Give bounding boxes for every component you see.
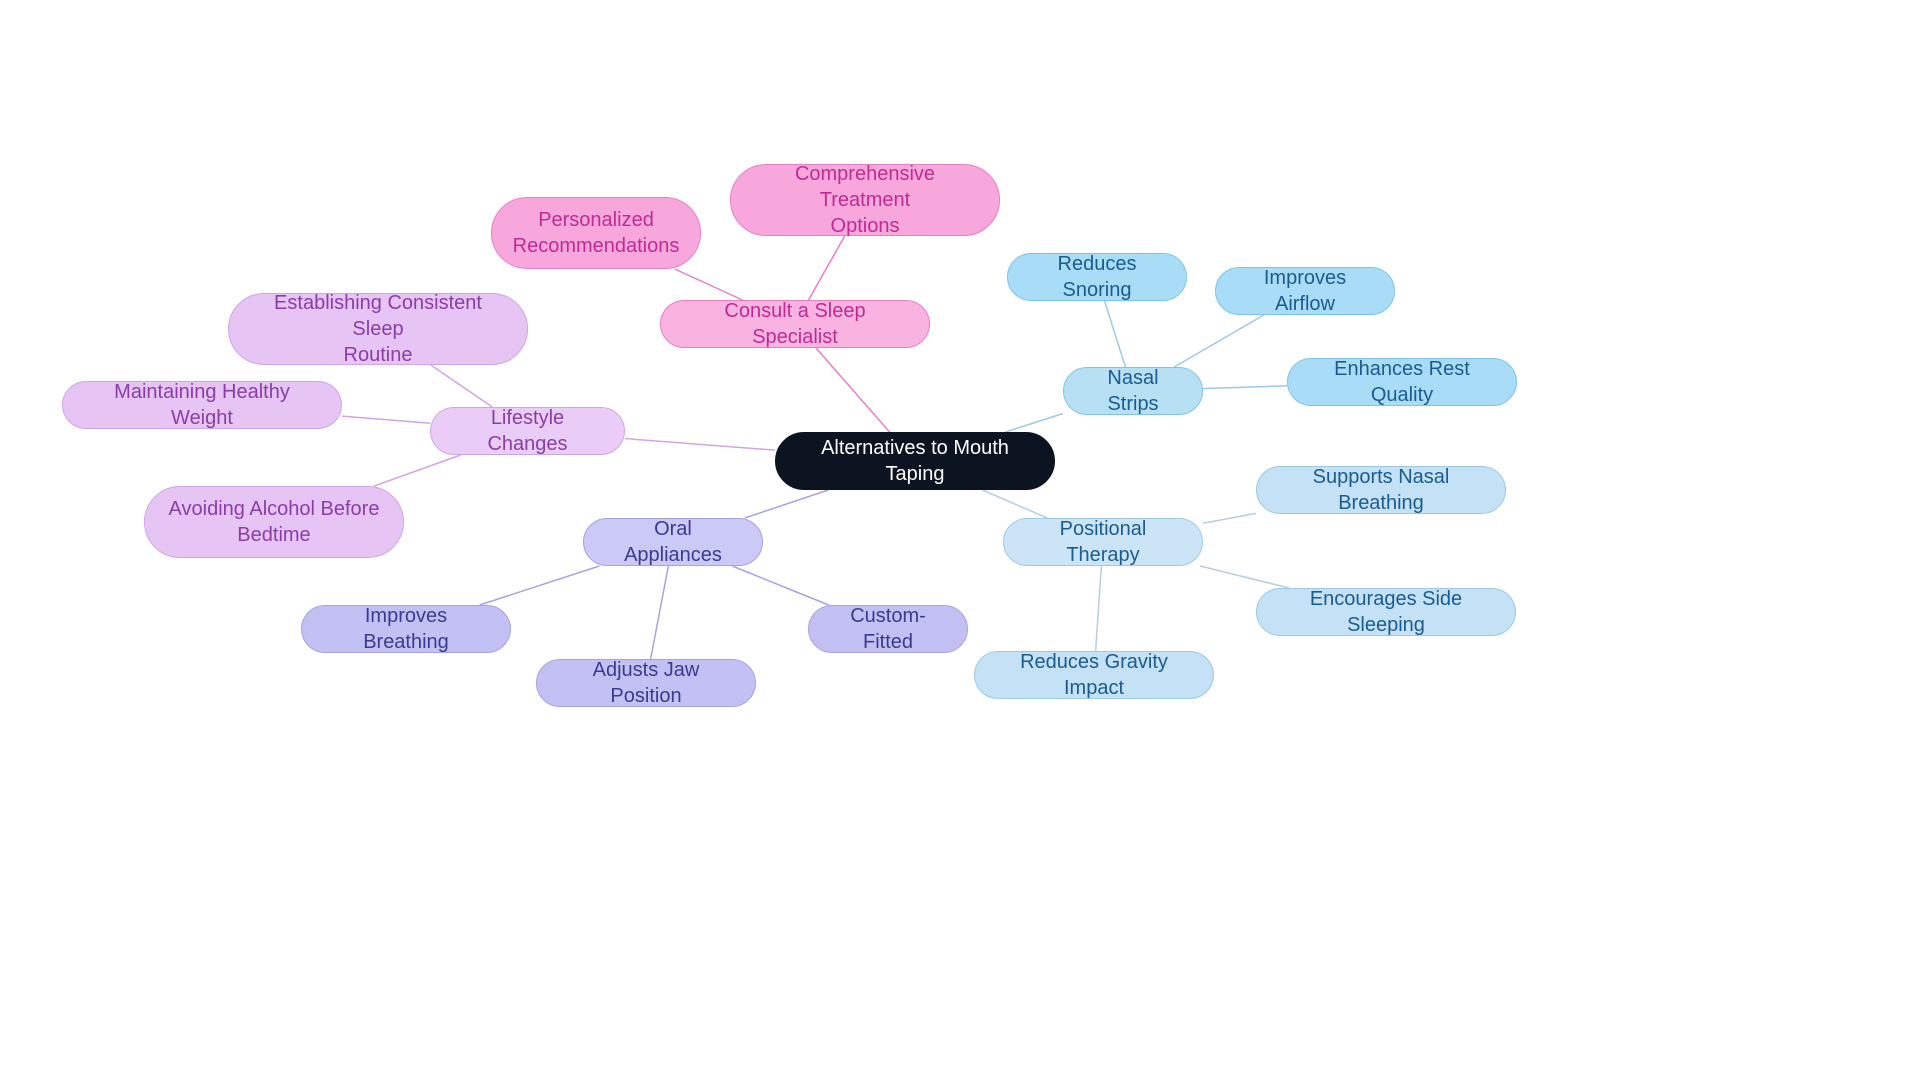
edge-lifestyle-life-routine [431, 365, 493, 407]
node-oral-breath: Improves Breathing [301, 605, 511, 653]
node-oral: Oral Appliances [583, 518, 763, 566]
node-nasal-airflow: Improves Airflow [1215, 267, 1395, 315]
edge-oral-oral-custom [732, 566, 828, 605]
edge-center-oral [745, 490, 829, 518]
node-pos-gravity: Reduces Gravity Impact [974, 651, 1214, 699]
node-center: Alternatives to Mouth Taping [775, 432, 1055, 490]
node-nasal-rest: Enhances Rest Quality [1287, 358, 1517, 406]
node-nasal: Nasal Strips [1063, 367, 1203, 415]
node-spec-personal: Personalized Recommendations [491, 197, 701, 269]
node-specialist: Consult a Sleep Specialist [660, 300, 930, 348]
node-oral-custom: Custom-Fitted [808, 605, 968, 653]
edge-positional-pos-nasal [1203, 513, 1256, 523]
node-lifestyle: Lifestyle Changes [430, 407, 625, 455]
edge-center-lifestyle [625, 439, 775, 451]
edge-positional-pos-gravity [1096, 566, 1102, 651]
edge-oral-oral-jaw [651, 566, 669, 659]
node-positional: Positional Therapy [1003, 518, 1203, 566]
edge-lifestyle-life-weight [342, 416, 430, 423]
edge-center-positional [982, 490, 1047, 518]
node-pos-side: Encourages Side Sleeping [1256, 588, 1516, 636]
edge-positional-pos-side [1200, 566, 1289, 588]
edge-specialist-spec-personal [675, 269, 743, 300]
node-spec-treat: Comprehensive Treatment Options [730, 164, 1000, 236]
edge-specialist-spec-treat [809, 236, 845, 300]
edge-center-nasal [1005, 413, 1063, 432]
edge-center-specialist [816, 348, 890, 432]
edge-lifestyle-life-alcohol [374, 455, 460, 486]
edge-nasal-nasal-rest [1203, 386, 1287, 389]
edge-oral-oral-breath [480, 566, 600, 605]
edge-nasal-nasal-snoring [1105, 301, 1126, 367]
node-life-alcohol: Avoiding Alcohol Before Bedtime [144, 486, 404, 558]
node-pos-nasal: Supports Nasal Breathing [1256, 466, 1506, 514]
node-life-weight: Maintaining Healthy Weight [62, 381, 342, 429]
node-oral-jaw: Adjusts Jaw Position [536, 659, 756, 707]
edge-nasal-nasal-airflow [1174, 315, 1263, 367]
node-nasal-snoring: Reduces Snoring [1007, 253, 1187, 301]
node-life-routine: Establishing Consistent Sleep Routine [228, 293, 528, 365]
